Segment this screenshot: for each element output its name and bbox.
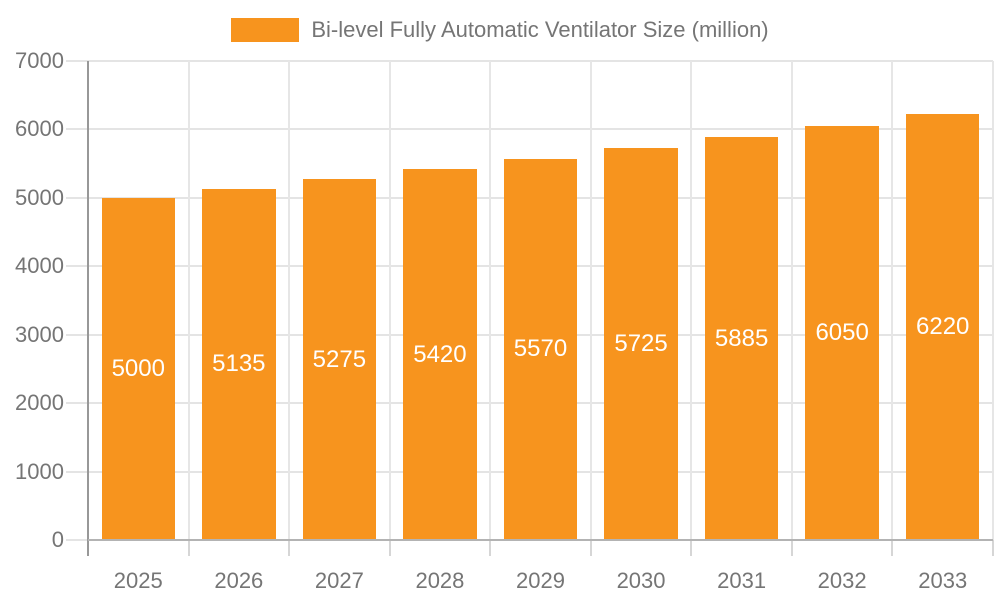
- y-axis-label: 1000: [15, 458, 64, 484]
- bar-2027[interactable]: 5275: [302, 179, 377, 540]
- bar-2025[interactable]: 5000: [101, 197, 175, 540]
- x-axis-label-2025: 2025: [113, 568, 163, 593]
- legend-swatch: [231, 18, 300, 42]
- bar-2032[interactable]: 6050: [805, 126, 879, 540]
- x-axis-tick: [388, 540, 391, 556]
- gridline-vertical: [589, 61, 592, 540]
- y-axis-label: 4000: [15, 253, 64, 279]
- y-axis-line: [87, 61, 89, 556]
- gridline-vertical: [187, 61, 190, 540]
- x-axis-label-2026: 2026: [214, 568, 264, 593]
- x-axis-tick: [489, 540, 492, 556]
- x-axis-label-2031: 2031: [717, 568, 767, 593]
- gridline-vertical: [891, 61, 894, 540]
- bar-value-label: 6050: [815, 318, 869, 346]
- bar-value-label: 5725: [614, 330, 668, 358]
- x-axis-label-2029: 2029: [516, 568, 565, 593]
- bar-2031[interactable]: 5885: [704, 137, 779, 540]
- x-axis-tick: [891, 540, 894, 556]
- bar-2033[interactable]: 6220: [906, 114, 980, 540]
- bar-2030[interactable]: 5725: [604, 148, 678, 540]
- bar-2029[interactable]: 5570: [503, 158, 578, 540]
- bar-value-label: 5420: [413, 340, 467, 368]
- bar-value-label: 5570: [513, 335, 568, 363]
- gridline-horizontal: [66, 60, 993, 62]
- y-axis-tick: [66, 539, 88, 541]
- gridline-vertical: [992, 61, 994, 540]
- bar-value-label: 5135: [212, 350, 266, 378]
- x-axis-line: [88, 539, 993, 541]
- bar-value-label: 5885: [714, 324, 769, 352]
- x-axis-tick: [690, 540, 693, 556]
- bar-value-label: 5275: [312, 345, 367, 373]
- x-axis-label-2027: 2027: [314, 568, 364, 593]
- gridline-vertical: [489, 61, 492, 540]
- x-axis-label-2028: 2028: [415, 568, 465, 593]
- y-axis-label: 3000: [15, 321, 64, 347]
- bar-2026[interactable]: 5135: [202, 188, 276, 540]
- bar-value-label: 6220: [916, 313, 970, 341]
- x-axis-tick: [187, 540, 190, 556]
- x-axis-tick: [288, 540, 291, 556]
- gridline-vertical: [288, 61, 291, 540]
- x-axis-tick: [992, 540, 994, 556]
- y-axis-label: 5000: [15, 184, 64, 210]
- y-axis-label: 7000: [15, 48, 64, 73]
- y-axis-label: 2000: [15, 390, 64, 416]
- gridline-vertical: [388, 61, 391, 540]
- x-axis-tick: [790, 540, 793, 556]
- gridline-horizontal: [66, 128, 993, 131]
- x-axis-label-2030: 2030: [616, 568, 666, 593]
- y-axis-label: 6000: [15, 116, 64, 142]
- y-axis-label: 0: [51, 527, 64, 552]
- x-axis-label-2032: 2032: [817, 568, 867, 593]
- legend-label: Bi-level Fully Automatic Ventilator Size…: [311, 17, 769, 42]
- x-axis-tick: [589, 540, 592, 556]
- x-axis-label-2033: 2033: [918, 568, 968, 593]
- bar-value-label: 5000: [111, 354, 165, 382]
- legend[interactable]: Bi-level Fully Automatic Ventilator Size…: [0, 17, 1000, 43]
- gridline-vertical: [790, 61, 793, 540]
- gridline-vertical: [690, 61, 693, 540]
- bar-2028[interactable]: 5420: [403, 169, 477, 540]
